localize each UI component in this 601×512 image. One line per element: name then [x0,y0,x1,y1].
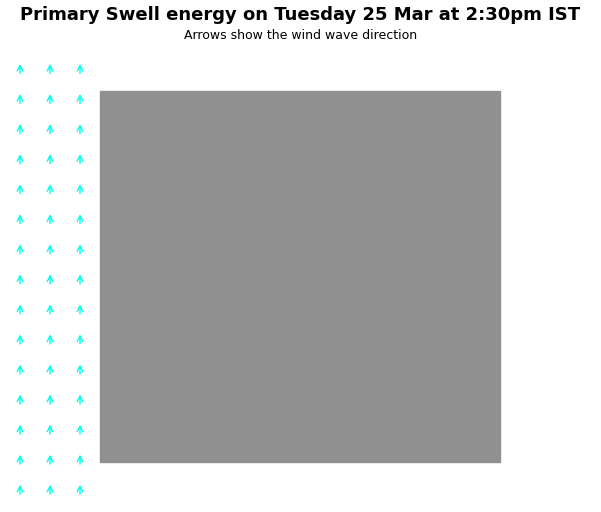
Text: Arrows show the wind wave direction: Arrows show the wind wave direction [184,30,417,42]
Text: Primary Swell energy on Tuesday 25 Mar at 2:30pm IST: Primary Swell energy on Tuesday 25 Mar a… [20,6,581,24]
Bar [100,91,500,462]
